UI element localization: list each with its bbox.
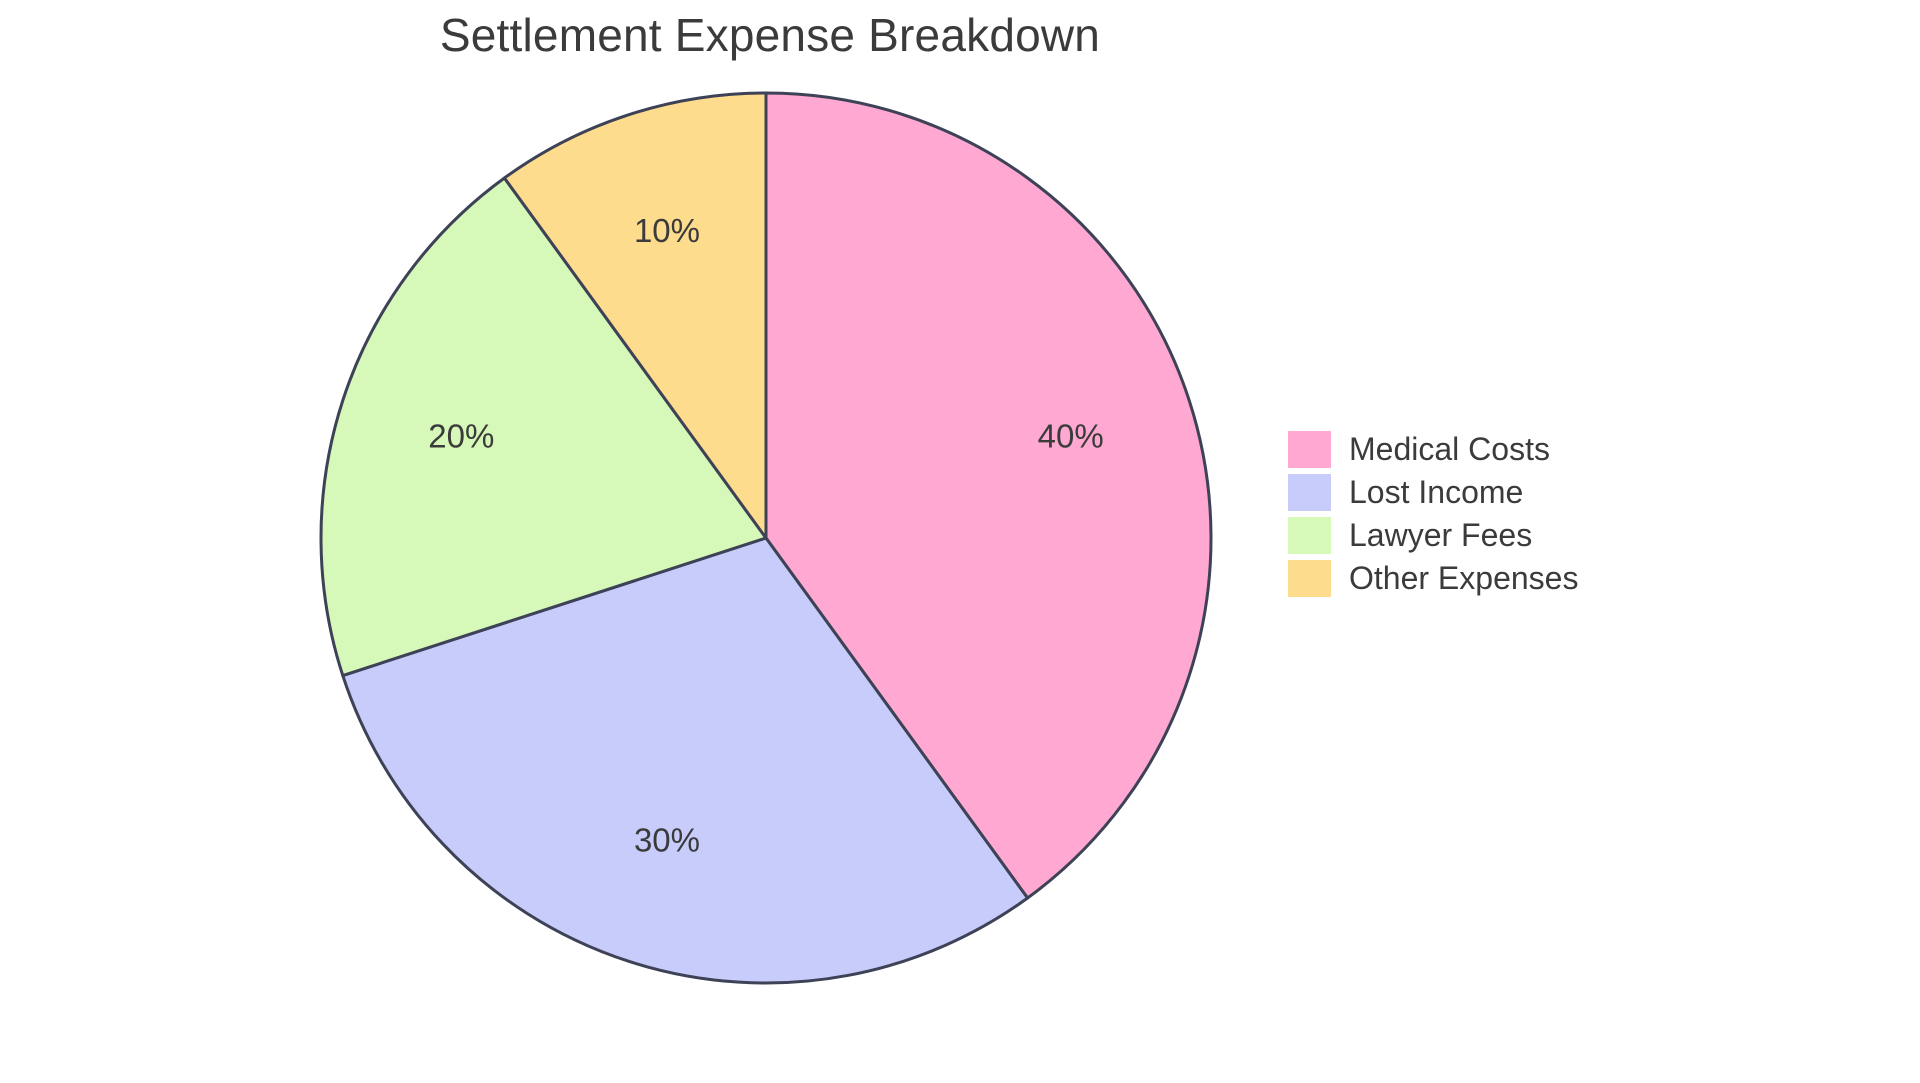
pie-slices <box>319 91 1213 985</box>
legend-item[interactable]: Lawyer Fees <box>1288 516 1578 554</box>
legend-color-swatch <box>1288 430 1331 468</box>
pie-slice-value-label: 20% <box>428 418 494 455</box>
legend-item[interactable]: Other Expenses <box>1288 559 1579 597</box>
pie-slice-labels: 40% 30% 20% 10% <box>428 212 1103 858</box>
legend-item[interactable]: Medical Costs <box>1288 430 1578 468</box>
legend-item-label: Lawyer Fees <box>1349 517 1533 553</box>
pie-slice-value-label: 10% <box>634 212 700 249</box>
legend-color-swatch <box>1288 516 1331 554</box>
pie-slice[interactable] <box>502 91 768 540</box>
legend-item-label: Lost Income <box>1349 474 1524 510</box>
legend-color-swatch <box>1288 559 1331 597</box>
chart-title: Settlement Expense Breakdown <box>439 9 1101 61</box>
legend-item[interactable]: Lost Income <box>1288 473 1578 511</box>
legend-item-label: Other Expenses <box>1349 560 1579 596</box>
chart-legend: Medical Costs Lost Income Lawyer Fees Other… <box>1288 430 1579 597</box>
pie-slice-value-label: 40% <box>1038 418 1104 455</box>
pie-slice[interactable] <box>319 176 768 678</box>
pie-slice-value-label: 30% <box>634 821 700 858</box>
pie-slice[interactable] <box>764 91 1213 900</box>
legend-item-label: Medical Costs <box>1349 431 1550 467</box>
pie-slice[interactable] <box>341 536 1030 985</box>
legend-color-swatch <box>1288 473 1331 511</box>
